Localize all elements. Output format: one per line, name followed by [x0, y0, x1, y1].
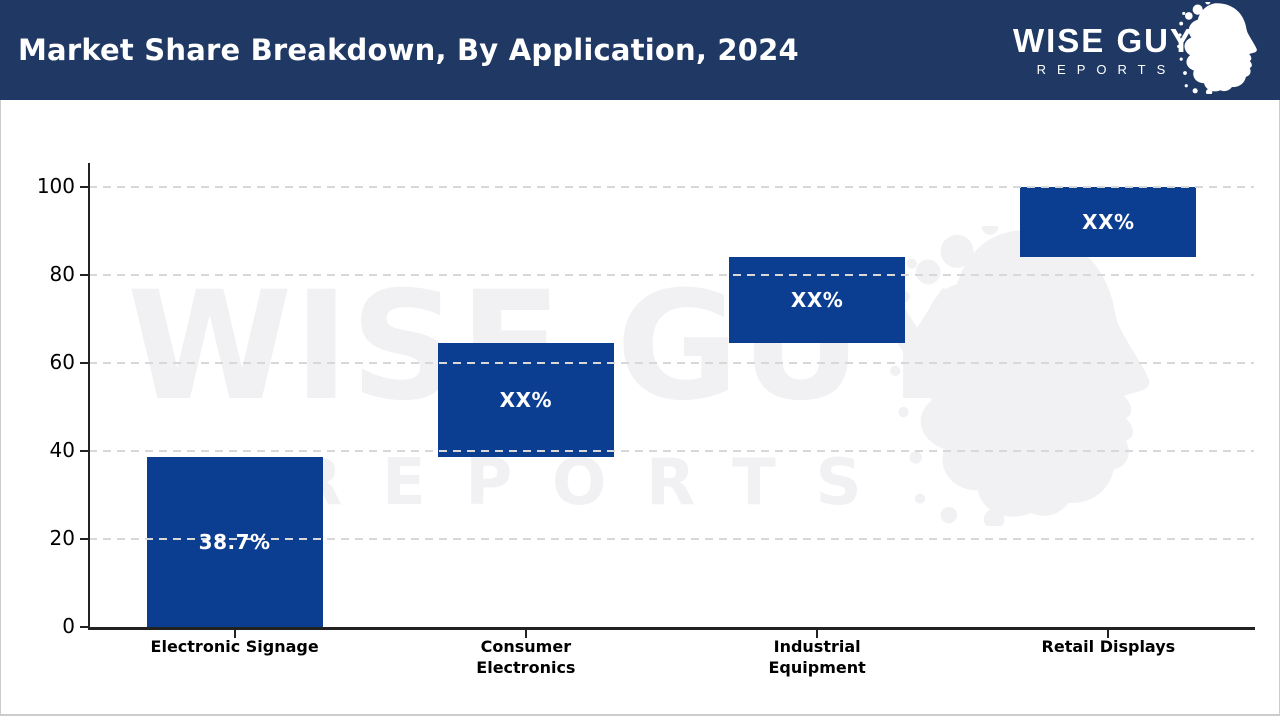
- x-tick-mark-retail-displays: [1107, 630, 1110, 638]
- page-title: Market Share Breakdown, By Application, …: [18, 33, 799, 67]
- x-category-label-retail-displays: Retail Displays: [1041, 637, 1176, 656]
- x-tick-mark-electronic-signage: [233, 630, 236, 638]
- x-category-label-electronic-signage: Electronic Signage: [150, 637, 319, 656]
- chart-layer: 0 20 40 60 80 100 38.7% Electronic Signage XX% Co…: [1, 100, 1279, 714]
- y-tick-mark-100: [80, 186, 89, 188]
- bar-value-label-retail-displays: XX%: [1082, 210, 1135, 235]
- brand-logo-line2: REPORTS: [1036, 61, 1177, 77]
- bar-value-label-consumer-electronics: XX%: [499, 387, 553, 412]
- y-tick-label-80: 80: [49, 262, 75, 287]
- y-tick-label-100: 100: [36, 174, 75, 199]
- gridline-40: [89, 450, 1254, 452]
- y-tick-label-60: 60: [49, 350, 75, 375]
- brand-logo-line1: WISE GUY: [1012, 21, 1194, 59]
- y-tick-label-40: 40: [49, 438, 75, 463]
- bar-value-label-industrial-equipment: XX%: [790, 288, 844, 313]
- y-tick-label-20: 20: [49, 526, 75, 551]
- bar-electronic-signage: [146, 456, 323, 627]
- y-axis-spine: [88, 163, 90, 627]
- y-tick-mark-20: [80, 538, 89, 540]
- brand-logo: WISE GUY REPORTS: [1013, 2, 1260, 94]
- brand-logo-text: WISE GUY REPORTS: [1013, 24, 1194, 77]
- bar-retail-displays: [1020, 187, 1197, 258]
- gridline-100: [89, 186, 1254, 188]
- chart-area: WISE GUY REPORTS 0 20 40 60 80 100 38.7% Electr…: [0, 100, 1280, 716]
- y-tick-mark-40: [80, 450, 89, 452]
- y-tick-label-0: 0: [62, 614, 75, 639]
- x-axis-spine: [88, 627, 1255, 630]
- gridline-60: [89, 362, 1254, 364]
- y-tick-mark-0: [80, 626, 89, 628]
- bar-value-label-electronic-signage: 38.7%: [198, 529, 271, 554]
- gridline-80: [89, 274, 1254, 276]
- x-tick-mark-industrial-equipment: [816, 630, 819, 638]
- bar-industrial-equipment: [729, 257, 906, 344]
- y-tick-mark-80: [80, 274, 89, 276]
- head-profile-icon: [1177, 2, 1257, 94]
- header-bar: Market Share Breakdown, By Application, …: [0, 0, 1280, 100]
- x-category-label-industrial-equipment: Industrial Equipment: [768, 637, 866, 677]
- x-tick-mark-consumer-electronics: [524, 630, 527, 638]
- gridline-20: [89, 538, 1254, 540]
- y-tick-mark-60: [80, 362, 89, 364]
- watermark-reports: REPORTS: [293, 446, 902, 520]
- x-category-label-consumer-electronics: Consumer Electronics: [476, 637, 576, 677]
